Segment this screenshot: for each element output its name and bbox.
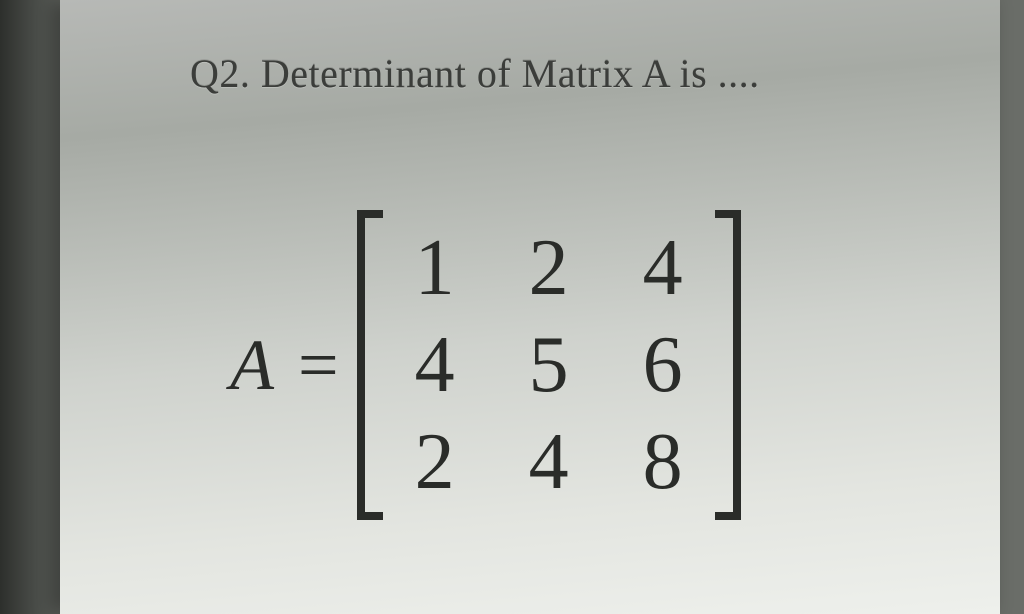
matrix-cell: 4	[413, 325, 457, 405]
matrix-cell: 8	[641, 422, 685, 502]
equation-lhs: A	[230, 324, 274, 407]
matrix-cell: 5	[527, 325, 571, 405]
question-number: Q2.	[190, 51, 250, 96]
equals-sign: =	[298, 324, 339, 407]
matrix-cell: 4	[641, 228, 685, 308]
question-text: Determinant of Matrix A is ....	[261, 51, 760, 96]
left-bracket-icon	[357, 210, 383, 520]
matrix-cell: 2	[527, 228, 571, 308]
matrix-grid: 1 2 4 4 5 6 2 4 8	[383, 210, 715, 520]
question-line: Q2. Determinant of Matrix A is ....	[190, 50, 760, 97]
photo-dark-edge	[0, 0, 60, 614]
matrix-cell: 6	[641, 325, 685, 405]
matrix-cell: 4	[527, 422, 571, 502]
right-bracket-icon	[715, 210, 741, 520]
matrix-equation: A = 1 2 4 4 5 6 2 4 8	[230, 210, 741, 520]
matrix-cell: 2	[413, 422, 457, 502]
matrix-brackets: 1 2 4 4 5 6 2 4 8	[357, 210, 741, 520]
matrix-cell: 1	[413, 228, 457, 308]
paper-page: Q2. Determinant of Matrix A is .... A = …	[60, 0, 1000, 614]
